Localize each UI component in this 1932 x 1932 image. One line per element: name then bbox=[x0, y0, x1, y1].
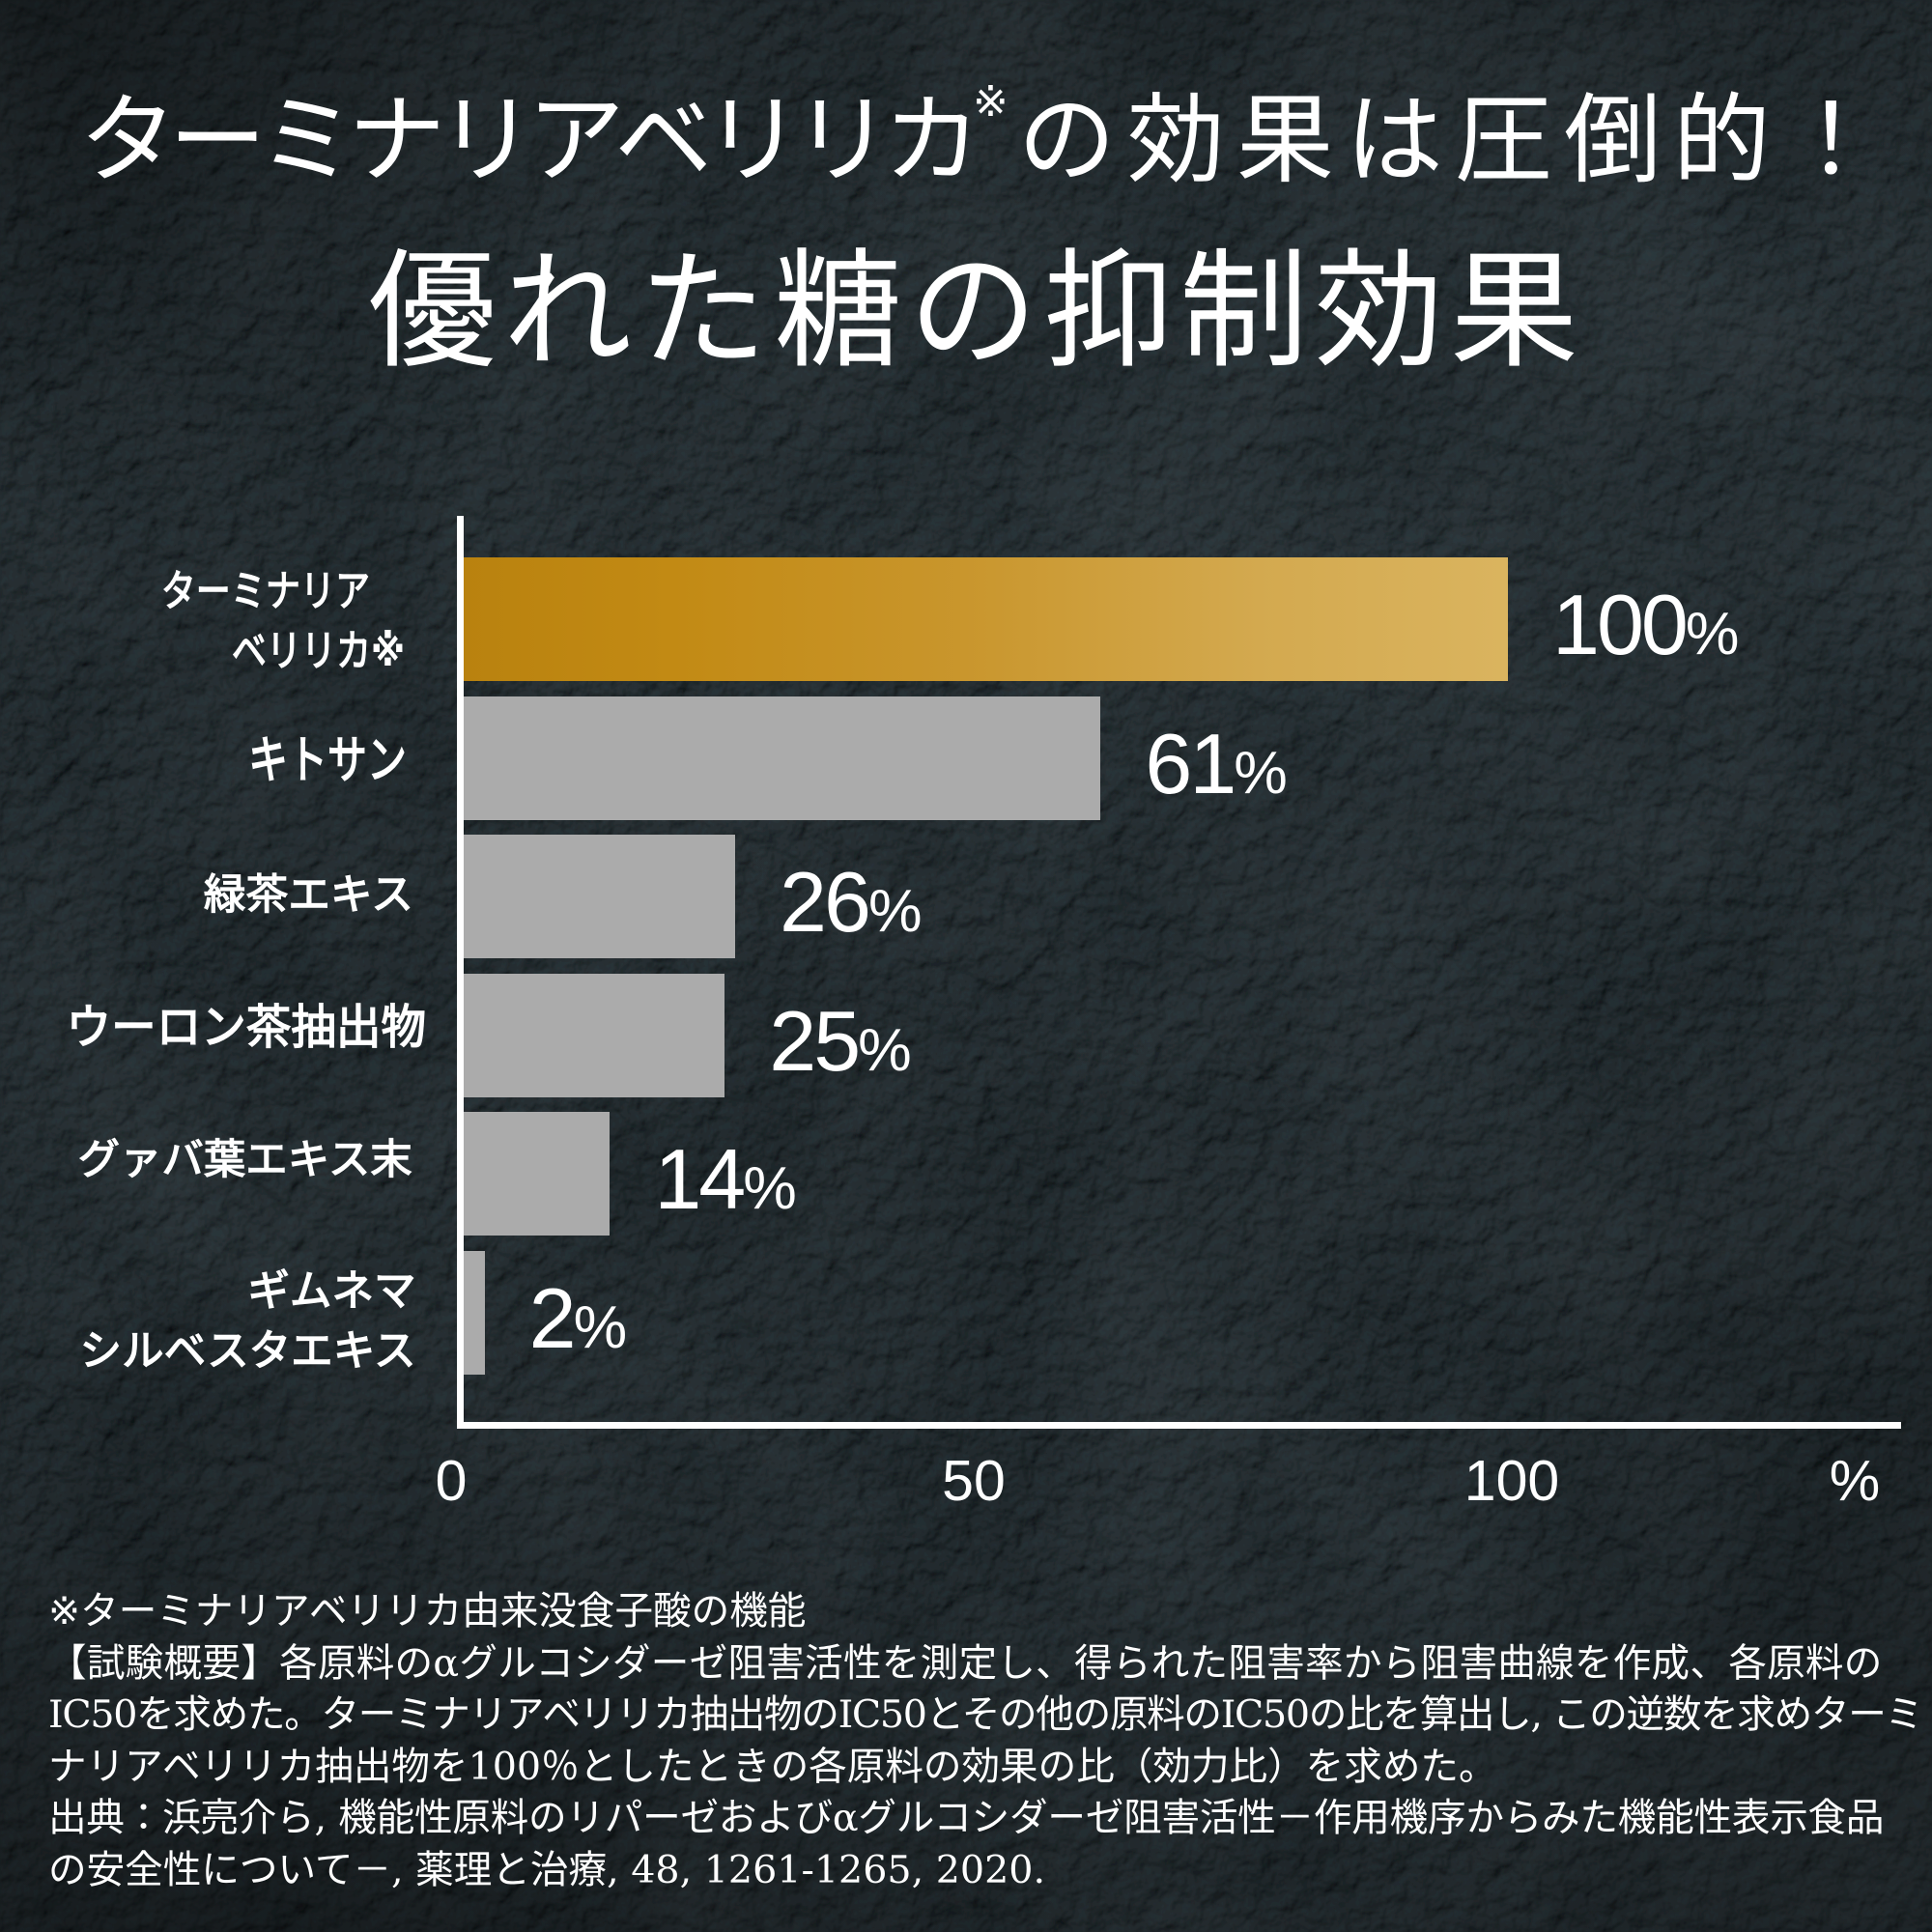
x-tick-100: 100 bbox=[1463, 1449, 1560, 1513]
x-axis-line bbox=[457, 1422, 1901, 1429]
headline-rest: の効果は圧倒的！ bbox=[1017, 83, 1891, 197]
footnote-line-3: ナリアベリリカ抽出物を100％としたときの各原料の効果の比（効力比）を求めた。 bbox=[48, 1744, 1497, 1789]
bar-0 bbox=[464, 557, 1508, 681]
footnote-line-2: IC50を求めた。ターミナリアベリリカ抽出物のIC50とその他の原料のIC50の… bbox=[48, 1692, 1923, 1738]
bar-value-1: 61% bbox=[1145, 715, 1288, 811]
bar-value-3: 25% bbox=[769, 992, 912, 1089]
x-tick-0: 0 bbox=[435, 1449, 468, 1513]
bar-value-2: 26% bbox=[780, 854, 923, 951]
bar-label-4: グァバ葉エキス末 bbox=[77, 1136, 412, 1185]
footnote-line-1: 【試験概要】各原料のαグルコシダーゼ阻害活性を測定し、得られた阻害率から阻害曲線… bbox=[48, 1640, 1883, 1686]
footnote-line-0: ※ターミナリアベリリカ由来没食子酸の機能 bbox=[48, 1589, 807, 1634]
bar-label-0: ターミナリア ベリリカ※ bbox=[160, 567, 406, 676]
bar-3 bbox=[464, 973, 725, 1097]
footnote-line-5: の安全性について－, 薬理と治療, 48, 1261-1265, 2020. bbox=[48, 1847, 1046, 1892]
x-axis-unit: % bbox=[1829, 1449, 1881, 1513]
bar-label-2: 緑茶エキス bbox=[203, 870, 413, 921]
bar-value-0: 100% bbox=[1552, 577, 1740, 672]
bar-4 bbox=[464, 1112, 611, 1236]
bar-label-3: ウーロン茶抽出物 bbox=[66, 999, 426, 1055]
x-tick-50: 50 bbox=[942, 1449, 1006, 1513]
headline-main: ターミナリアベリリカ bbox=[79, 83, 980, 197]
footnotes: ※ターミナリアベリリカ由来没食子酸の機能【試験概要】各原料のαグルコシダーゼ阻害… bbox=[48, 1586, 1932, 1897]
bar-5 bbox=[464, 1251, 485, 1375]
bar-label-1: キトサン bbox=[248, 730, 407, 790]
y-axis-line bbox=[457, 516, 464, 1429]
footnote-line-4: 出典：浜亮介ら, 機能性原料のリパーゼおよびαグルコシダーゼ阻害活性－作用機序か… bbox=[48, 1796, 1885, 1841]
subheadline: 優れた糖の抑制効果 bbox=[368, 238, 1585, 386]
headline-asterisk: ※ bbox=[973, 77, 1009, 127]
bar-label-5: ギムネマ シルベスタエキス bbox=[79, 1266, 416, 1376]
bar-2 bbox=[464, 835, 736, 959]
bar-1 bbox=[464, 696, 1101, 820]
bar-value-4: 14% bbox=[654, 1131, 797, 1228]
bar-value-5: 2% bbox=[528, 1270, 628, 1366]
headline: ターミナリアベリリカ※の効果は圧倒的！ bbox=[19, 77, 1932, 223]
